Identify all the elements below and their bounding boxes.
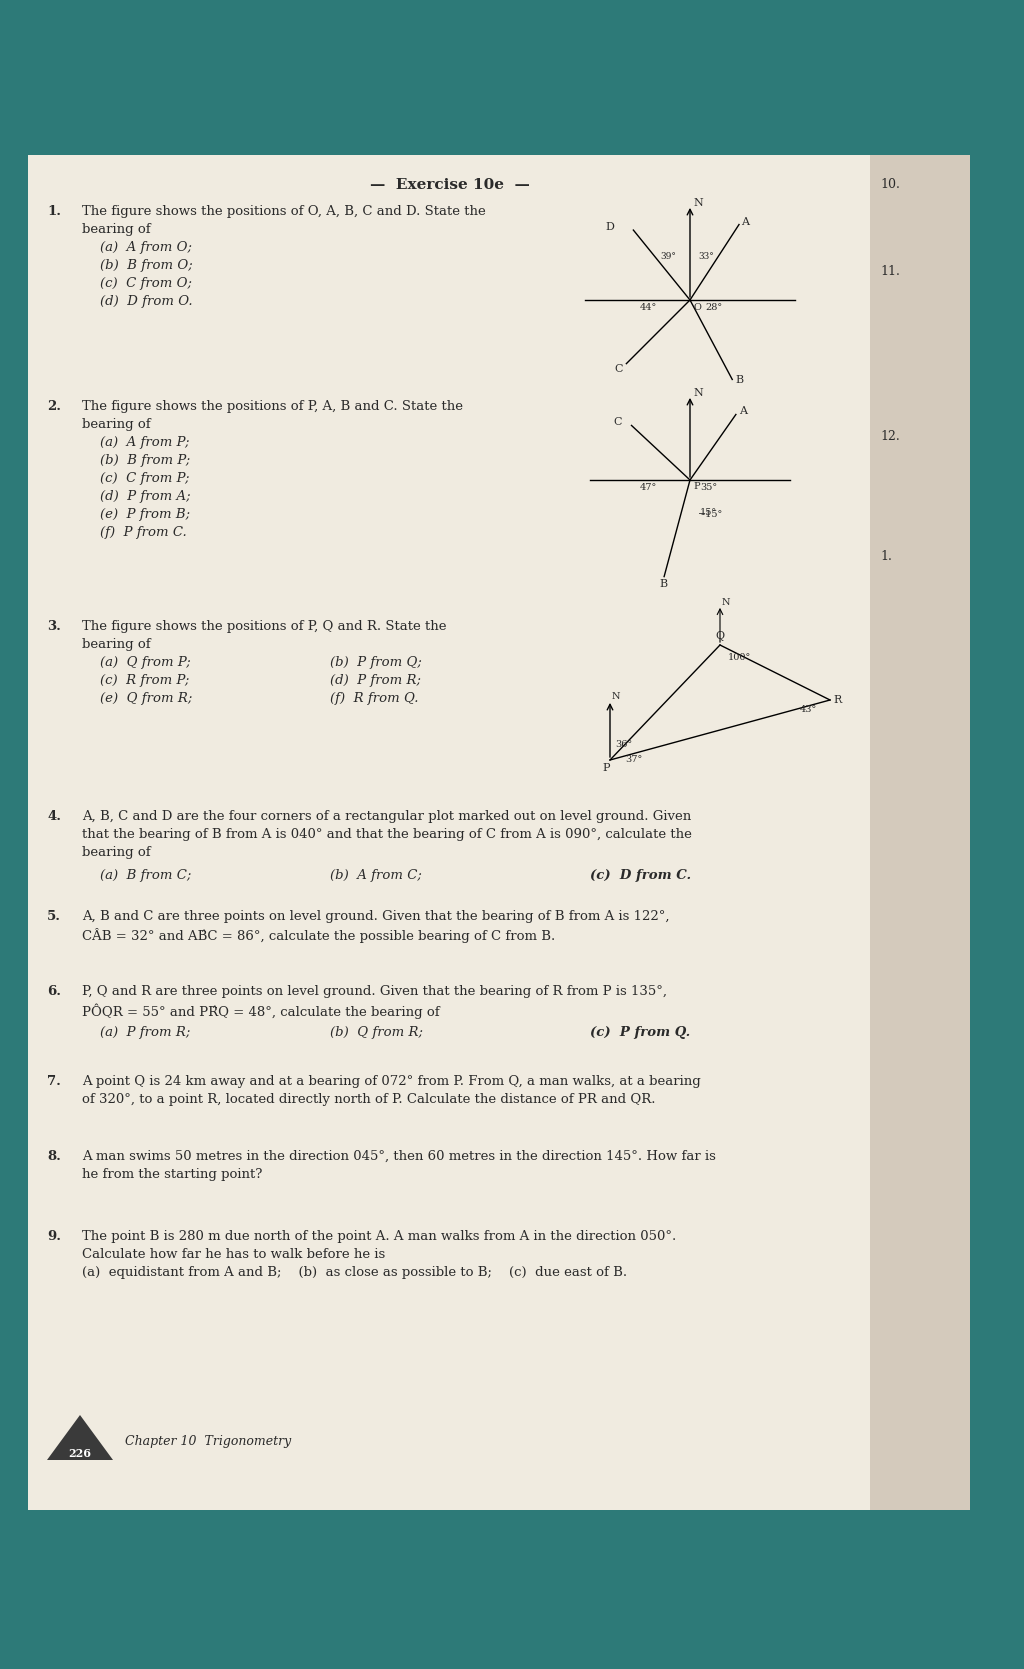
Text: (e)  Q from R;: (e) Q from R; — [100, 693, 193, 704]
Text: O: O — [693, 304, 700, 312]
Text: The point B is 280 m due north of the point A. A man walks from A in the directi: The point B is 280 m due north of the po… — [82, 1230, 676, 1243]
Text: Calculate how far he has to walk before he is: Calculate how far he has to walk before … — [82, 1248, 385, 1262]
Text: 5.: 5. — [47, 910, 61, 923]
Polygon shape — [47, 1415, 113, 1460]
Text: (d)  D from O.: (d) D from O. — [100, 295, 193, 309]
Text: The figure shows the positions of P, Q and R. State the: The figure shows the positions of P, Q a… — [82, 619, 446, 633]
Text: 39°: 39° — [660, 252, 676, 260]
Text: 33°: 33° — [698, 252, 714, 260]
Text: (b)  Q from R;: (b) Q from R; — [330, 1026, 423, 1040]
Text: A point Q is 24 km away and at a bearing of 072° from P. From Q, a man walks, at: A point Q is 24 km away and at a bearing… — [82, 1075, 700, 1088]
Text: (b)  P from Q;: (b) P from Q; — [330, 656, 422, 669]
Text: 10.: 10. — [880, 179, 900, 190]
Text: (c)  P from Q.: (c) P from Q. — [590, 1026, 690, 1040]
Text: 2.: 2. — [47, 401, 61, 412]
Text: D: D — [605, 222, 614, 232]
Text: A: A — [741, 217, 749, 227]
Text: A, B and C are three points on level ground. Given that the bearing of B from A : A, B and C are three points on level gro… — [82, 910, 670, 923]
Text: (f)  P from C.: (f) P from C. — [100, 526, 186, 539]
Text: (e)  P from B;: (e) P from B; — [100, 507, 190, 521]
Polygon shape — [28, 155, 870, 1510]
Text: 35°: 35° — [700, 482, 717, 492]
Text: Chapter 10  Trigonometry: Chapter 10 Trigonometry — [125, 1435, 291, 1449]
Text: 44°: 44° — [640, 304, 657, 312]
Text: −15°: −15° — [698, 511, 723, 519]
Text: (a)  A from O;: (a) A from O; — [100, 240, 193, 254]
Text: A: A — [739, 407, 746, 417]
Text: N: N — [693, 199, 702, 209]
Text: 43°: 43° — [800, 704, 817, 714]
Text: he from the starting point?: he from the starting point? — [82, 1168, 262, 1182]
Text: Q: Q — [715, 631, 724, 641]
Text: 12.: 12. — [880, 431, 900, 442]
Text: B: B — [735, 376, 743, 386]
Text: (d)  P from A;: (d) P from A; — [100, 491, 190, 502]
Text: (c)  C from O;: (c) C from O; — [100, 277, 193, 290]
Text: (a)  A from P;: (a) A from P; — [100, 436, 189, 449]
Text: N: N — [722, 598, 730, 608]
Text: P, Q and R are three points on level ground. Given that the bearing of R from P : P, Q and R are three points on level gro… — [82, 985, 667, 998]
Text: N: N — [693, 387, 702, 397]
Text: R: R — [833, 694, 842, 704]
Text: (d)  P from R;: (d) P from R; — [330, 674, 421, 688]
Text: The figure shows the positions of P, A, B and C. State the: The figure shows the positions of P, A, … — [82, 401, 463, 412]
Text: 1.: 1. — [47, 205, 61, 219]
Text: 47°: 47° — [640, 482, 657, 492]
Text: (a)  Q from P;: (a) Q from P; — [100, 656, 190, 669]
Text: of 320°, to a point R, located directly north of P. Calculate the distance of PR: of 320°, to a point R, located directly … — [82, 1093, 655, 1107]
Text: A man swims 50 metres in the direction 045°, then 60 metres in the direction 145: A man swims 50 metres in the direction 0… — [82, 1150, 716, 1163]
Text: 226: 226 — [69, 1449, 91, 1459]
Text: P: P — [602, 763, 609, 773]
Text: PÔQR = 55° and PR̂Q = 48°, calculate the bearing of: PÔQR = 55° and PR̂Q = 48°, calculate the… — [82, 1003, 439, 1018]
Text: 7.: 7. — [47, 1075, 60, 1088]
Text: 9.: 9. — [47, 1230, 61, 1243]
Text: 36°: 36° — [615, 739, 632, 749]
Text: C: C — [614, 364, 623, 374]
Text: (a)  P from R;: (a) P from R; — [100, 1026, 190, 1040]
Text: 15°: 15° — [700, 507, 717, 517]
Text: 11.: 11. — [880, 265, 900, 279]
Text: bearing of: bearing of — [82, 224, 151, 235]
Text: 8.: 8. — [47, 1150, 60, 1163]
Text: (c)  C from P;: (c) C from P; — [100, 472, 189, 486]
Text: bearing of: bearing of — [82, 846, 151, 860]
Text: (f)  R from Q.: (f) R from Q. — [330, 693, 419, 704]
Text: bearing of: bearing of — [82, 638, 151, 651]
Text: (a)  equidistant from A and B;    (b)  as close as possible to B;    (c)  due ea: (a) equidistant from A and B; (b) as clo… — [82, 1267, 627, 1278]
Text: CÂB = 32° and AB̂C = 86°, calculate the possible bearing of C from B.: CÂB = 32° and AB̂C = 86°, calculate the … — [82, 928, 555, 943]
Text: 28°: 28° — [705, 304, 722, 312]
Text: 4.: 4. — [47, 809, 61, 823]
Text: (c)  D from C.: (c) D from C. — [590, 870, 691, 881]
Text: that the bearing of B from A is 040° and that the bearing of C from A is 090°, c: that the bearing of B from A is 040° and… — [82, 828, 692, 841]
Text: (b)  B from P;: (b) B from P; — [100, 454, 190, 467]
Text: 3.: 3. — [47, 619, 60, 633]
Polygon shape — [870, 155, 970, 1510]
Text: —  Exercise 10e  —: — Exercise 10e — — [370, 179, 530, 192]
Text: B: B — [659, 579, 668, 589]
Text: 6.: 6. — [47, 985, 61, 998]
Text: (a)  B from C;: (a) B from C; — [100, 870, 191, 881]
Text: P: P — [693, 482, 699, 491]
Text: The figure shows the positions of O, A, B, C and D. State the: The figure shows the positions of O, A, … — [82, 205, 485, 219]
Text: 100°: 100° — [728, 653, 752, 663]
Text: (c)  R from P;: (c) R from P; — [100, 674, 189, 688]
Text: bearing of: bearing of — [82, 417, 151, 431]
Text: C: C — [613, 417, 622, 427]
Text: (b)  A from C;: (b) A from C; — [330, 870, 422, 881]
Text: (b)  B from O;: (b) B from O; — [100, 259, 193, 272]
Text: 37°: 37° — [625, 754, 642, 764]
Text: N: N — [612, 693, 621, 701]
Text: 1.: 1. — [880, 551, 892, 562]
Text: A, B, C and D are the four corners of a rectangular plot marked out on level gro: A, B, C and D are the four corners of a … — [82, 809, 691, 823]
